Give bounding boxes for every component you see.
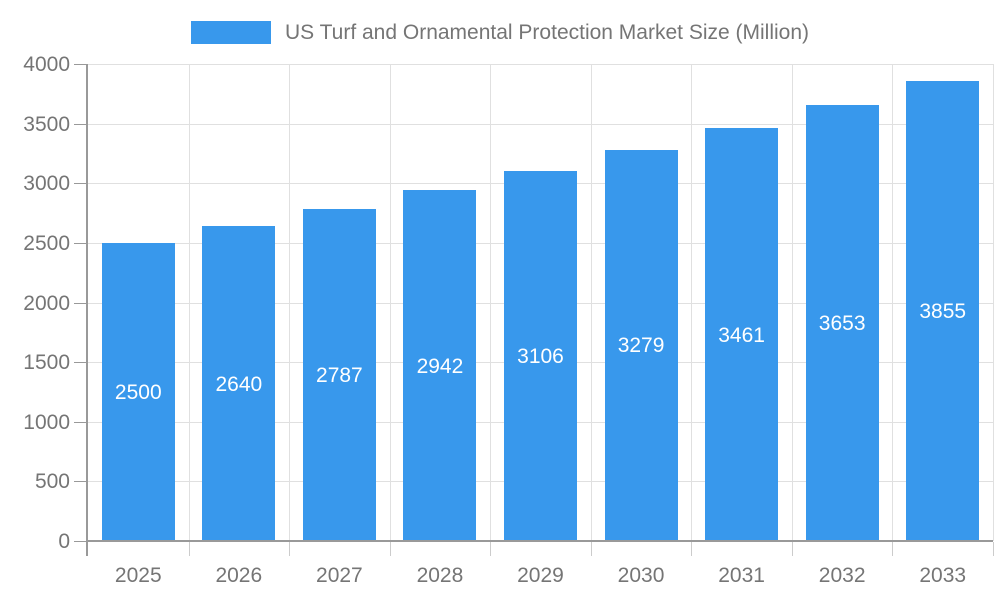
legend[interactable]: US Turf and Ornamental Protection Market…: [0, 18, 1000, 46]
x-axis-label: 2030: [617, 564, 665, 587]
bar-2027[interactable]: [302, 208, 376, 540]
y-axis-label: 2500: [23, 231, 70, 255]
x-axis-tick: [188, 542, 190, 556]
x-axis-tick: [490, 542, 492, 556]
legend-label: US Turf and Ornamental Protection Market…: [284, 20, 810, 44]
x-axis-label: 2033: [919, 564, 967, 587]
x-axis-tick: [993, 542, 994, 556]
y-axis-tick: [74, 123, 88, 125]
gridline-vertical: [490, 64, 492, 541]
gridline-vertical: [188, 64, 190, 541]
x-axis-label: 2028: [416, 564, 464, 587]
x-axis-label: 2031: [718, 564, 765, 587]
x-axis-label: 2032: [818, 564, 866, 587]
y-axis-tick: [74, 541, 88, 542]
y-axis-tick: [74, 242, 88, 244]
x-axis-tick: [791, 542, 793, 556]
y-axis-tick: [74, 481, 88, 483]
y-axis-label: 3500: [23, 112, 70, 136]
gridline-vertical: [389, 64, 391, 541]
x-axis-tick: [892, 542, 894, 556]
legend-swatch-icon: [190, 20, 271, 44]
gridline-horizontal: [88, 123, 993, 125]
gridline-vertical: [791, 64, 793, 541]
gridline-vertical: [892, 64, 894, 541]
y-axis-label: 4000: [23, 53, 70, 76]
bar-2033[interactable]: [906, 81, 980, 540]
y-axis-tick: [74, 362, 88, 364]
y-axis-label: 3000: [23, 172, 70, 196]
x-axis-line: [86, 540, 993, 542]
y-axis-label: 0: [58, 530, 70, 553]
y-axis-tick: [74, 183, 88, 185]
bar-2025[interactable]: [101, 242, 175, 540]
gridline-vertical: [993, 64, 994, 541]
bar-2028[interactable]: [403, 190, 477, 540]
y-axis-label: 1000: [23, 410, 70, 434]
y-axis-label: 2000: [23, 291, 70, 315]
bar-2030[interactable]: [604, 149, 678, 540]
y-axis-line: [86, 64, 88, 556]
bar-2031[interactable]: [705, 128, 779, 540]
gridline-vertical: [691, 64, 693, 541]
x-axis-tick: [289, 542, 291, 556]
y-axis-label: 500: [34, 470, 70, 494]
x-axis-label: 2029: [517, 564, 564, 587]
gridline-vertical: [590, 64, 592, 541]
gridline-horizontal: [88, 64, 993, 65]
x-axis-tick: [691, 542, 693, 556]
x-axis-label: 2026: [215, 564, 263, 587]
y-axis-tick: [74, 64, 88, 65]
bar-2029[interactable]: [504, 170, 577, 540]
gridline-vertical: [289, 64, 291, 541]
y-axis-label: 1500: [23, 351, 70, 375]
x-axis-tick: [590, 542, 592, 556]
x-axis-label: 2027: [316, 564, 363, 587]
y-axis-tick: [74, 421, 88, 423]
y-axis-tick: [74, 302, 88, 304]
bar-2032[interactable]: [805, 105, 879, 540]
x-axis-tick: [389, 542, 391, 556]
bar-2026[interactable]: [202, 226, 276, 540]
x-axis-label: 2025: [114, 564, 162, 587]
